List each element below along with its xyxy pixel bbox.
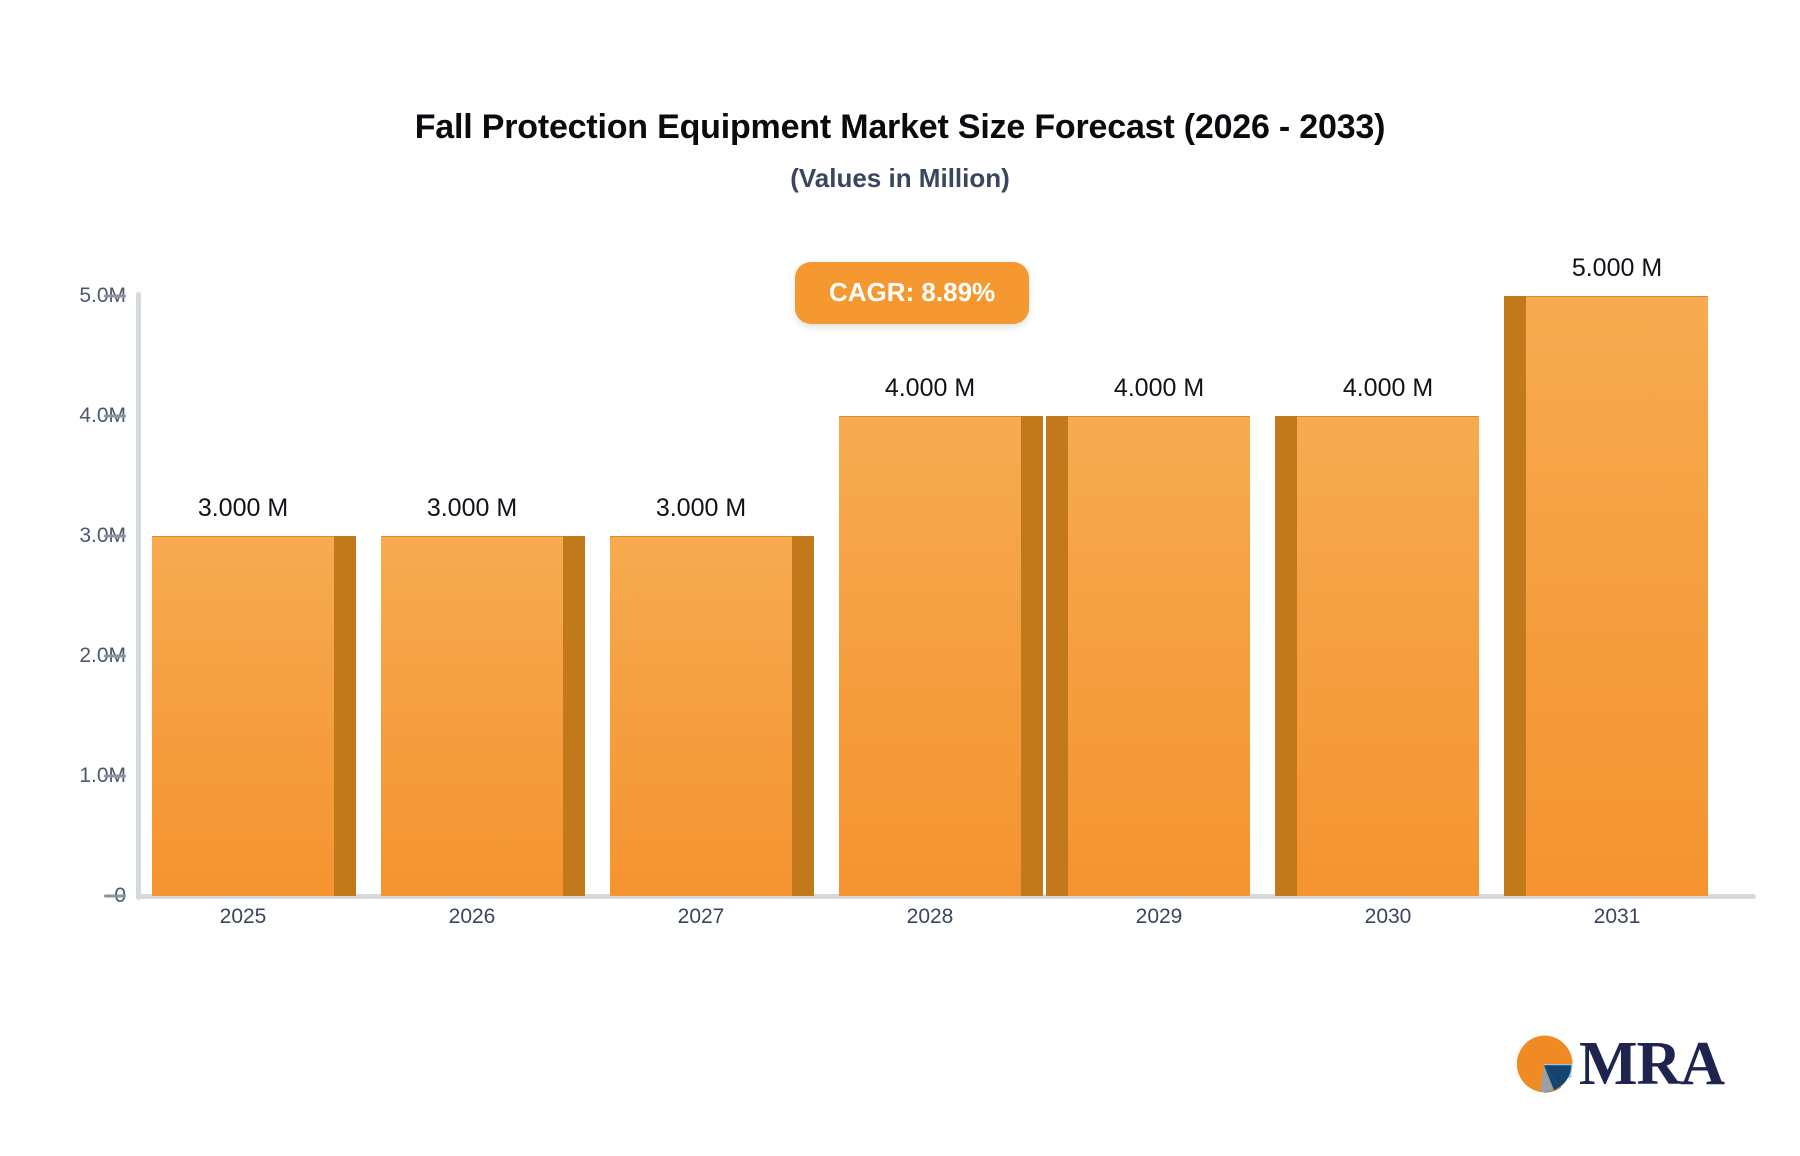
bar-front-face bbox=[610, 536, 792, 896]
x-axis-line bbox=[136, 894, 1756, 899]
y-axis-tick-mark bbox=[104, 534, 126, 538]
y-axis-tick-mark bbox=[104, 414, 126, 418]
y-axis-tick-label: 2.0M bbox=[79, 644, 126, 667]
cagr-badge: CAGR: 8.89% bbox=[795, 262, 1030, 324]
bar-side-face bbox=[1021, 416, 1043, 896]
bar[interactable]: 4.000 M bbox=[1046, 374, 1250, 896]
bar-side-face bbox=[563, 536, 585, 896]
x-axis-tick-label: 2030 bbox=[1364, 905, 1412, 928]
bar[interactable]: 5.000 M bbox=[1504, 254, 1708, 896]
bar-side-face-shape bbox=[1504, 296, 1526, 896]
bar[interactable]: 4.000 M bbox=[1275, 374, 1479, 896]
y-axis-line bbox=[136, 292, 141, 900]
bar-side-face bbox=[792, 536, 814, 896]
y-axis-tick-mark bbox=[104, 654, 126, 658]
bar-side-face-shape bbox=[334, 536, 356, 896]
bar-side-face-shape bbox=[1021, 416, 1043, 896]
y-axis-tick-label: 1.0M bbox=[79, 764, 126, 787]
title-block: Fall Protection Equipment Market Size Fo… bbox=[0, 108, 1800, 194]
bar-front-face bbox=[1297, 416, 1479, 896]
bar-value-label: 4.000 M bbox=[1342, 374, 1434, 402]
bar-side-face-shape bbox=[1275, 416, 1297, 896]
bar[interactable]: 3.000 M bbox=[610, 494, 814, 896]
bar-value-label: 3.000 M bbox=[655, 494, 747, 522]
y-axis-tick-mark bbox=[104, 294, 126, 298]
x-axis-tick-label: 2031 bbox=[1593, 905, 1641, 928]
bar-value-label: 4.000 M bbox=[1113, 374, 1205, 402]
bar-front-face bbox=[1526, 296, 1708, 896]
bar[interactable]: 4.000 M bbox=[839, 374, 1043, 896]
x-axis-tick-label: 2028 bbox=[906, 905, 954, 928]
bar-side-face-shape bbox=[563, 536, 585, 896]
bar-side-face-shape bbox=[1046, 416, 1068, 896]
bar-front-face bbox=[152, 536, 334, 896]
bar-value-label: 4.000 M bbox=[884, 374, 976, 402]
chart-subtitle: (Values in Million) bbox=[790, 163, 1010, 194]
x-axis-tick-label: 2026 bbox=[448, 905, 496, 928]
bar-side-face bbox=[1275, 416, 1297, 896]
bar[interactable]: 3.000 M bbox=[381, 494, 585, 896]
y-axis-tick-label: 5.0M bbox=[79, 284, 126, 307]
bar-side-face bbox=[334, 536, 356, 896]
bar-side-face-shape bbox=[792, 536, 814, 896]
x-axis-tick-label: 2027 bbox=[677, 905, 725, 928]
x-axis-tick-label: 2025 bbox=[219, 905, 267, 928]
y-axis-tick-mark bbox=[104, 774, 126, 778]
y-axis-tick-mark bbox=[104, 894, 126, 898]
y-axis-tick-label: 3.0M bbox=[79, 524, 126, 547]
x-axis-tick-label: 2029 bbox=[1135, 905, 1183, 928]
pie-chart-icon bbox=[1516, 1035, 1573, 1093]
page-title: Fall Protection Equipment Market Size Fo… bbox=[414, 108, 1386, 146]
bar-front-face bbox=[839, 416, 1021, 896]
y-axis-tick-label: 4.0M bbox=[79, 404, 126, 427]
bar-side-face bbox=[1504, 296, 1526, 896]
bar-value-label: 5.000 M bbox=[1571, 254, 1663, 282]
bar-side-face bbox=[1046, 416, 1068, 896]
bar-front-face bbox=[1068, 416, 1250, 896]
brand-logo: MRA bbox=[1513, 1030, 1725, 1098]
bar-value-label: 3.000 M bbox=[426, 494, 518, 522]
bar[interactable]: 3.000 M bbox=[152, 494, 356, 896]
bar-value-label: 3.000 M bbox=[197, 494, 289, 522]
bar-front-face bbox=[381, 536, 563, 896]
logo-text: MRA bbox=[1579, 1030, 1725, 1098]
